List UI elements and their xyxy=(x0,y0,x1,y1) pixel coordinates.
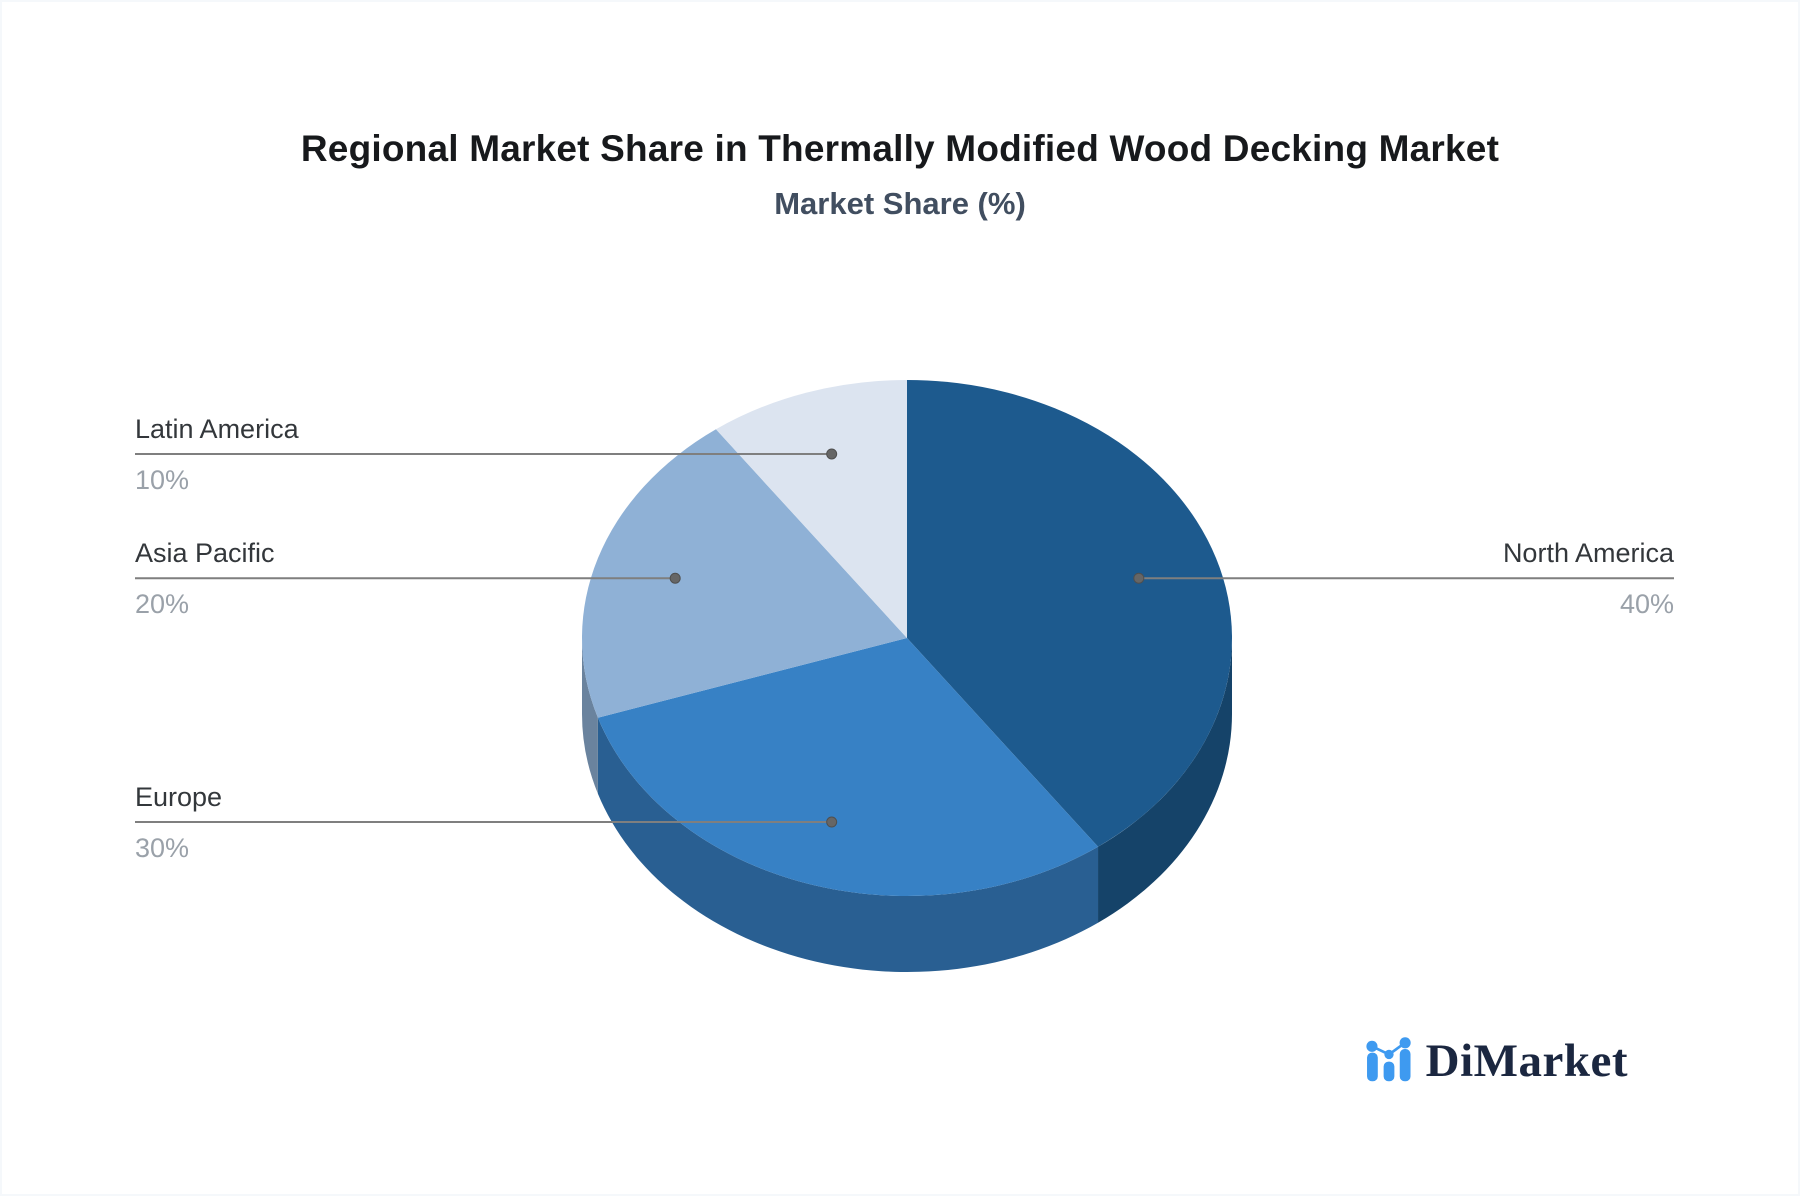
slice-value-north-america: 40% xyxy=(1619,589,1674,620)
pie-slice-side-north-america xyxy=(1098,638,1232,923)
callout-dot-north-america xyxy=(1133,572,1145,584)
pie-slice-north-america[interactable] xyxy=(907,380,1232,847)
pie-slice-europe[interactable] xyxy=(597,638,1099,896)
slice-value-europe: 30% xyxy=(135,833,190,864)
pie-slice-side-europe xyxy=(597,717,1099,972)
callout-dot-asia-pacific xyxy=(669,572,681,584)
callout-dot-latin-america xyxy=(826,448,838,460)
slice-label-latin-america: Latin America xyxy=(135,413,299,444)
combo-bar-line-chart-icon xyxy=(1366,1037,1411,1082)
chart-subtitle: Market Share (%) xyxy=(774,186,1026,221)
slice-label-asia-pacific: Asia Pacific xyxy=(135,538,275,569)
dimarket-logo: DiMarket xyxy=(1363,1032,1628,1085)
pie-slice-latin-america[interactable] xyxy=(715,380,907,638)
slice-value-latin-america: 10% xyxy=(135,464,190,495)
chart-header: Regional Market Share in Thermally Modif… xyxy=(2,128,1798,222)
slice-label-north-america: North America xyxy=(1502,538,1674,569)
pie-slice-side-asia-pacific xyxy=(582,638,598,794)
pie-slice-asia-pacific[interactable] xyxy=(581,429,907,718)
chart-title: Regional Market Share in Thermally Modif… xyxy=(300,128,1500,169)
logo-wordmark: DiMarket xyxy=(1425,1035,1628,1087)
slice-value-asia-pacific: 20% xyxy=(135,589,190,620)
callout-dot-europe xyxy=(826,816,838,828)
slice-label-europe: Europe xyxy=(135,782,223,813)
